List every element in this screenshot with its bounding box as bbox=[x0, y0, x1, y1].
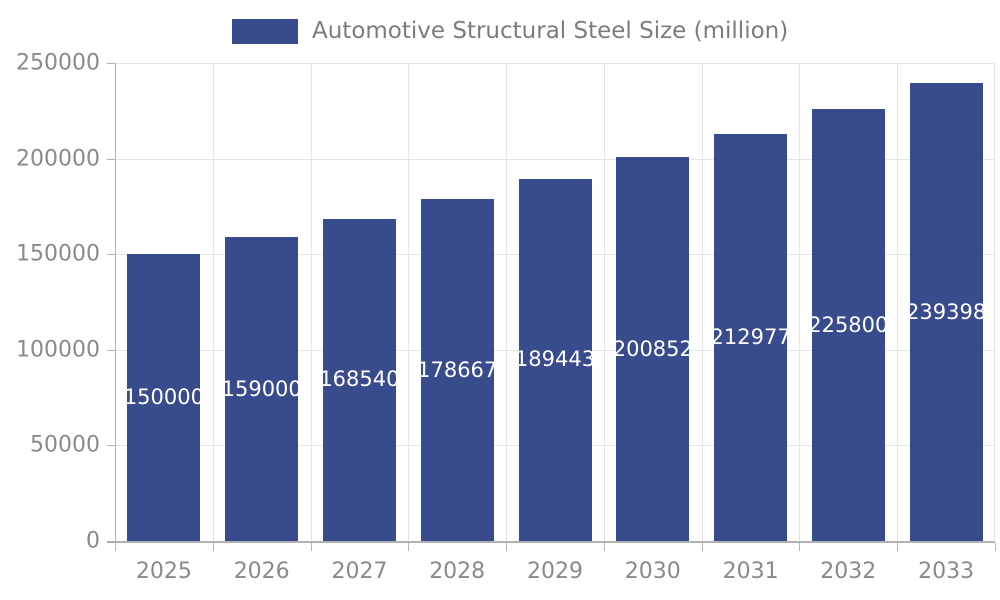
legend-label: Automotive Structural Steel Size (millio… bbox=[312, 18, 789, 44]
x-axis-tick bbox=[115, 543, 116, 551]
bar[interactable]: 212977 bbox=[714, 133, 788, 541]
v-gridline bbox=[310, 63, 312, 541]
v-gridline bbox=[408, 63, 410, 541]
x-tick-label: 2030 bbox=[624, 559, 681, 584]
bar-value-label: 178667 bbox=[420, 357, 494, 382]
v-gridline bbox=[994, 63, 995, 541]
y-tick-label: 250000 bbox=[16, 50, 100, 76]
x-tick-label: 2027 bbox=[331, 559, 388, 584]
bar-value-label: 225800 bbox=[811, 312, 885, 337]
v-gridline bbox=[799, 63, 801, 541]
x-tick-label: 2028 bbox=[429, 559, 486, 584]
bar-value-label: 239398 bbox=[909, 299, 983, 324]
bar[interactable]: 178667 bbox=[420, 199, 494, 541]
y-axis-tick bbox=[107, 349, 115, 351]
bar-value-label: 212977 bbox=[714, 324, 788, 349]
x-tick-label: 2026 bbox=[233, 559, 290, 584]
bar-value-label: 189443 bbox=[518, 347, 592, 372]
v-gridline bbox=[506, 63, 508, 541]
x-axis-tick bbox=[799, 543, 801, 551]
x-tick-label: 2033 bbox=[918, 559, 975, 584]
bar[interactable]: 159000 bbox=[225, 237, 299, 541]
legend[interactable]: Automotive Structural Steel Size (millio… bbox=[232, 17, 788, 45]
plot-area: 150000 159000 168540 178667 189443 200852 2129… bbox=[115, 63, 995, 541]
y-tick-label: 200000 bbox=[16, 146, 100, 172]
y-tick-label: 0 bbox=[86, 528, 100, 554]
x-axis-tick bbox=[310, 543, 312, 551]
x-tick-label: 2031 bbox=[722, 559, 779, 584]
bar-value-label: 150000 bbox=[127, 385, 201, 410]
v-gridline bbox=[212, 63, 214, 541]
x-axis-tick bbox=[897, 543, 899, 551]
bar[interactable]: 239398 bbox=[909, 83, 983, 541]
y-axis-line bbox=[115, 63, 116, 543]
bar[interactable]: 150000 bbox=[127, 254, 201, 541]
y-axis-tick bbox=[107, 254, 115, 256]
x-axis-tick bbox=[212, 543, 214, 551]
x-tick-label: 2029 bbox=[526, 559, 583, 584]
x-axis-tick bbox=[603, 543, 605, 551]
y-tick-label: 100000 bbox=[16, 337, 100, 363]
x-tick-label: 2032 bbox=[820, 559, 877, 584]
bar-value-label: 168540 bbox=[322, 367, 396, 392]
h-gridline bbox=[115, 158, 995, 160]
x-axis-line bbox=[107, 541, 995, 543]
h-gridline bbox=[115, 63, 995, 64]
y-axis-tick bbox=[107, 445, 115, 447]
y-axis-tick bbox=[107, 158, 115, 160]
y-tick-label: 150000 bbox=[16, 241, 100, 267]
y-tick-label: 50000 bbox=[30, 432, 100, 458]
bar-value-label: 200852 bbox=[616, 336, 690, 361]
x-axis-tick bbox=[408, 543, 410, 551]
y-axis-tick bbox=[107, 63, 115, 64]
v-gridline bbox=[897, 63, 899, 541]
bar[interactable]: 200852 bbox=[616, 157, 690, 541]
bar[interactable]: 225800 bbox=[811, 109, 885, 541]
legend-swatch-icon bbox=[232, 18, 298, 44]
x-axis-tick bbox=[701, 543, 703, 551]
x-axis-tick bbox=[506, 543, 508, 551]
x-axis-tick bbox=[995, 543, 996, 551]
bar[interactable]: 168540 bbox=[322, 218, 396, 541]
bar-value-label: 159000 bbox=[225, 376, 299, 401]
bar[interactable]: 189443 bbox=[518, 178, 592, 541]
v-gridline bbox=[603, 63, 605, 541]
v-gridline bbox=[701, 63, 703, 541]
x-tick-label: 2025 bbox=[135, 559, 192, 584]
